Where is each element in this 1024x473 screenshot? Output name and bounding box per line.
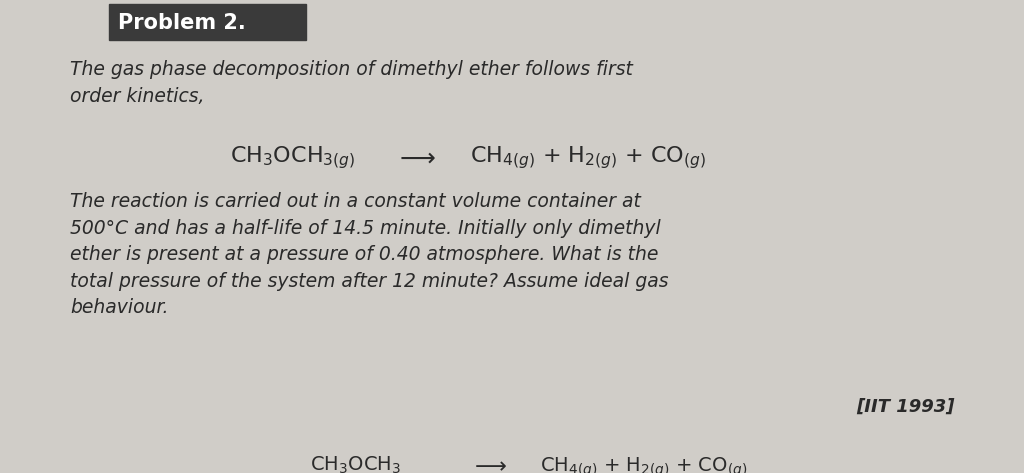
Text: The gas phase decomposition of dimethyl ether follows first
order kinetics,: The gas phase decomposition of dimethyl … — [70, 60, 633, 105]
Text: CH$_{4(g)}$ + H$_{2(g)}$ + CO$_{(g)}$: CH$_{4(g)}$ + H$_{2(g)}$ + CO$_{(g)}$ — [470, 145, 706, 171]
Text: CH$_3$OCH$_{3(g)}$: CH$_3$OCH$_{3(g)}$ — [230, 145, 355, 171]
Text: [IIT 1993]: [IIT 1993] — [856, 398, 955, 416]
Text: CH$_{4(g)}$ + H$_{2(g)}$ + CO$_{(g)}$: CH$_{4(g)}$ + H$_{2(g)}$ + CO$_{(g)}$ — [540, 455, 748, 473]
Text: $\longrightarrow$: $\longrightarrow$ — [470, 455, 507, 473]
FancyBboxPatch shape — [109, 4, 306, 40]
Text: Problem 2.: Problem 2. — [118, 13, 246, 33]
Text: $\longrightarrow$: $\longrightarrow$ — [395, 146, 436, 170]
Text: CH$_3$OCH$_3$: CH$_3$OCH$_3$ — [310, 455, 401, 473]
Text: The reaction is carried out in a constant volume container at
500°C and has a ha: The reaction is carried out in a constan… — [70, 192, 669, 317]
